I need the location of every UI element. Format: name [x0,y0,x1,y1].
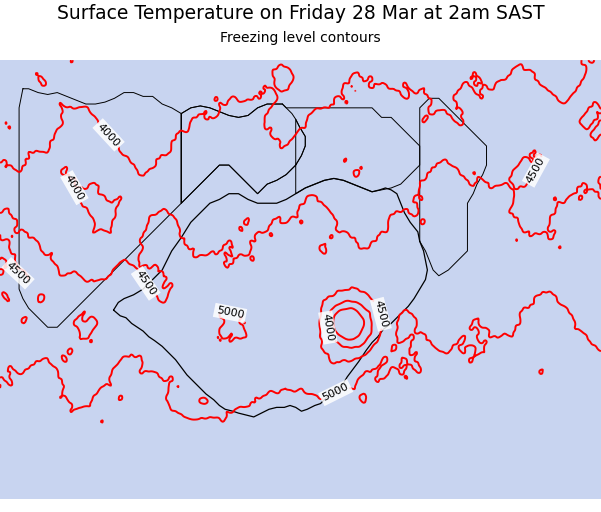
Text: 4500: 4500 [133,269,157,298]
Text: 4000: 4000 [320,313,335,342]
Text: 5000: 5000 [215,305,245,321]
Polygon shape [0,60,601,499]
PathPatch shape [0,60,601,499]
Text: Surface Temperature on Friday 28 Mar at 2am SAST: Surface Temperature on Friday 28 Mar at … [56,4,545,23]
Text: 5000: 5000 [321,382,350,403]
Text: 4000: 4000 [63,173,86,202]
Text: 4500: 4500 [373,300,389,329]
Text: 4500: 4500 [4,260,32,287]
Text: 4500: 4500 [525,155,547,185]
Text: 4000: 4000 [96,121,122,148]
Text: Freezing level contours: Freezing level contours [220,31,381,45]
